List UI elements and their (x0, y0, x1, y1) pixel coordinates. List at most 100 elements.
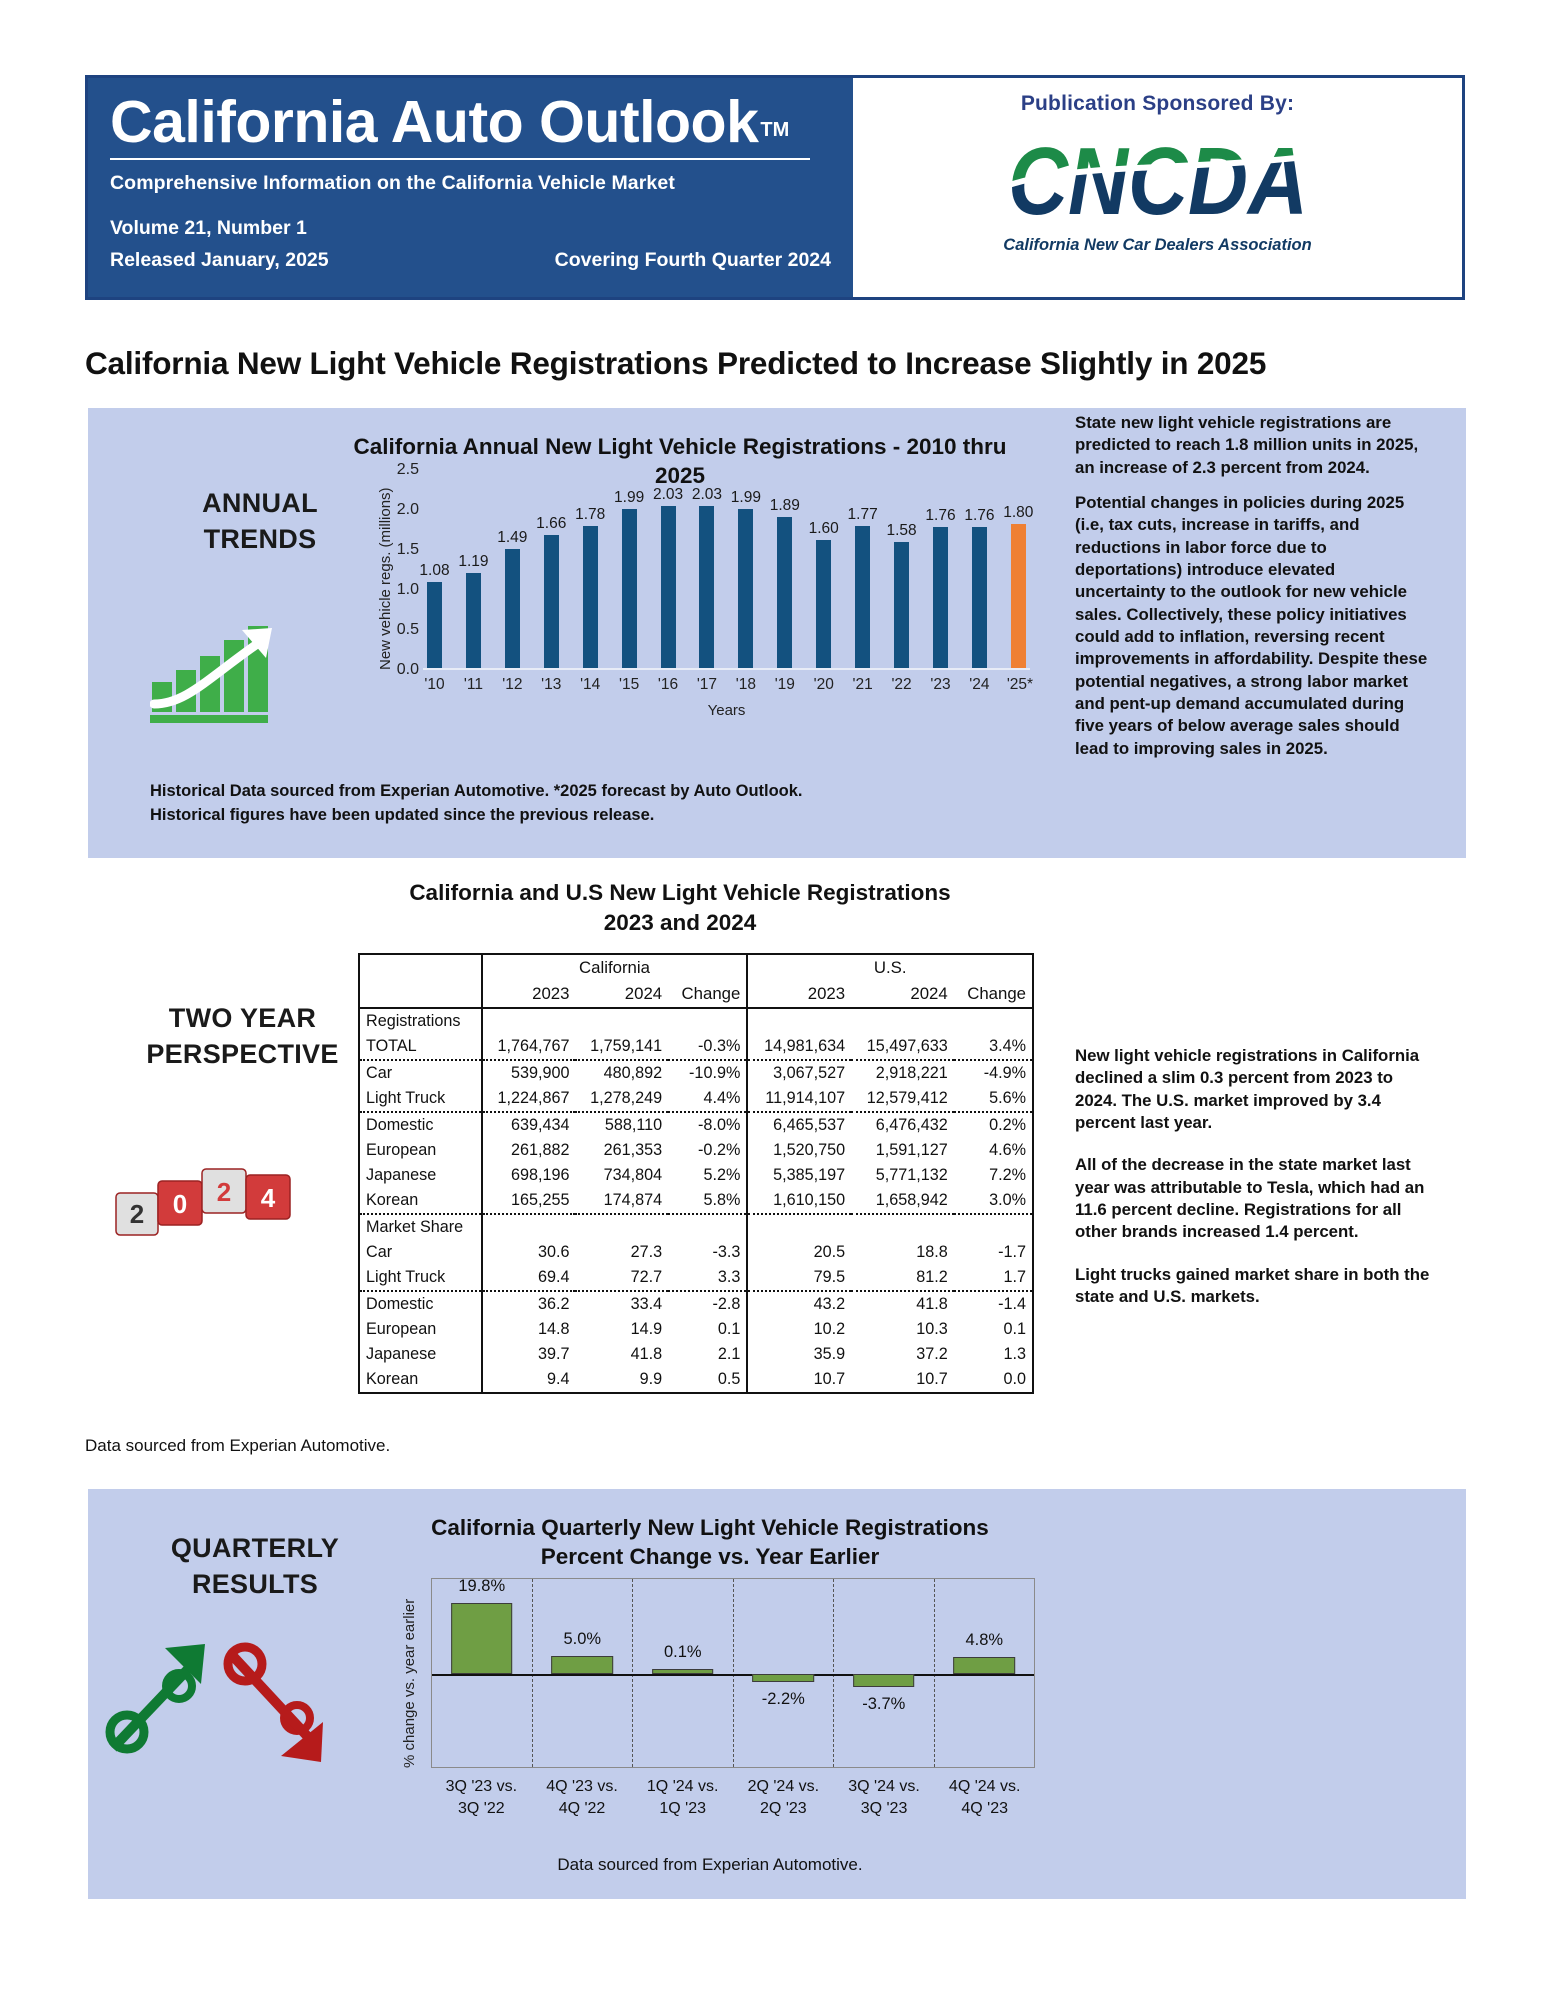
quarterly-bar-cell: -3.7% (834, 1579, 935, 1767)
cell-ca-change: -0.2% (698, 1141, 741, 1159)
cell-ca-change: 5.8% (668, 1188, 748, 1215)
cell-us-2023: 1,610,150 (746, 1188, 852, 1215)
quarterly-chart-footnote: Data sourced from Experian Automotive. (557, 1855, 863, 1874)
table-column-header-row: 2023 2024 Change 2023 2024 Change (358, 981, 1035, 1009)
cell-us-change: 3.0% (953, 1188, 1035, 1215)
cell-us-2024: 18.8 (916, 1243, 948, 1261)
section-label-twoyear-line1: TWO YEAR (168, 1003, 317, 1033)
cell-ca-change: 4.4% (668, 1086, 748, 1113)
annual-bar-column: 1.08 (419, 470, 450, 668)
quarterly-bar-value: 19.8% (458, 1576, 506, 1595)
annual-xtick: '23 (930, 676, 951, 693)
cell-ca-2023: 698,196 (510, 1166, 570, 1184)
cell-ca-2024: 72.7 (575, 1265, 669, 1292)
cell-us-change: 1.3 (953, 1342, 1035, 1367)
row-label: Domestic (358, 1291, 483, 1317)
quarterly-bar-cell: 19.8% (432, 1576, 533, 1767)
annual-bar-value: 1.77 (847, 506, 878, 524)
cell-us-2024: 10.3 (916, 1320, 948, 1338)
cell-ca-change: -3.3 (712, 1243, 741, 1261)
quarterly-bar-cell: -2.2% (734, 1579, 834, 1767)
cell-ca-change: -0.3% (668, 1034, 748, 1061)
annual-bar-column: 2.03 (692, 470, 722, 668)
annual-xtick: '24 (969, 676, 990, 693)
cncda-logo: CNCDA CNCDA California New Car Dealers A… (992, 122, 1323, 257)
cell-us-change: -4.9% (953, 1060, 1035, 1086)
annual-bar (816, 540, 832, 668)
annual-bar-column: 1.49 (497, 470, 527, 668)
cell-ca-2024: 27.3 (630, 1243, 663, 1261)
quarterly-xtick: 2Q '24 vs. 2Q '23 (733, 1776, 834, 1819)
annual-chart-xlabel: Years (707, 702, 746, 719)
cncda-association-name: California New Car Dealers Association (1003, 236, 1312, 254)
annual-commentary-p2: Potential changes in policies during 202… (1075, 492, 1428, 758)
annual-bar-column: 1.76 (925, 470, 956, 668)
annual-bar-value: 1.08 (419, 561, 450, 579)
cell-us-2023: 35.9 (746, 1342, 852, 1367)
table-row: Light Truck 69.4 72.7 3.3 79.5 81.2 1.7 (358, 1265, 1035, 1292)
annual-bar-column: 1.19 (458, 470, 489, 668)
quarterly-title-line2: Percent Change vs. Year Earlier (540, 1544, 880, 1570)
annual-xtick: '13 (541, 676, 562, 693)
annual-xtick: '17 (696, 676, 718, 693)
quarterly-xtick-line1: 3Q '23 vs. (445, 1778, 518, 1795)
trademark-symbol: TM (760, 118, 790, 141)
annual-trends-panel (88, 408, 1466, 858)
row-label: European (358, 1138, 483, 1163)
table-row: Japanese 39.7 41.8 2.1 35.9 37.2 1.3 (358, 1342, 1035, 1367)
annual-bar-value: 1.76 (925, 507, 956, 525)
table-row: Domestic 639,434 588,110 -8.0% 6,465,537 6,47… (358, 1112, 1035, 1138)
quarterly-bar (953, 1656, 1016, 1674)
table-section-blank-cell (746, 1008, 852, 1034)
quarterly-bar-value: -2.2% (761, 1689, 805, 1708)
annual-bar (543, 535, 559, 668)
cell-us-2024: 1,658,942 (851, 1188, 954, 1215)
cell-ca-2023: 165,255 (481, 1188, 576, 1215)
cell-ca-2023: 30.6 (537, 1243, 570, 1261)
cell-ca-2023: 1,224,867 (481, 1086, 576, 1113)
cell-us-2024: 5,771,132 (875, 1166, 948, 1184)
quarterly-bar-value: 4.8% (965, 1630, 1004, 1649)
two-year-table-title: California and U.S New Light Vehicle Reg… (300, 878, 1060, 939)
annual-bar (855, 526, 871, 668)
cell-us-2023: 10.7 (746, 1367, 852, 1394)
cell-ca-2024: 14.9 (630, 1320, 663, 1338)
table-section-blank-cell (668, 1008, 747, 1034)
two-year-commentary-p3: Light trucks gained market share in both… (1075, 1264, 1430, 1306)
group-header-us: U.S. (746, 953, 1034, 981)
coverage-period: Covering Fourth Quarter 2024 (554, 249, 831, 272)
cell-us-change: 4.6% (953, 1138, 1035, 1163)
table-section-header-row: Registrations (358, 1008, 1035, 1034)
row-label: Korean (358, 1367, 483, 1394)
cell-us-2024: 15,497,633 (851, 1034, 954, 1061)
cell-us-2023: 6,465,537 (746, 1112, 852, 1138)
registrations-table-head: California U.S. 2023 2024 Change 2023 20… (358, 953, 1035, 1009)
cell-ca-2024: 1,759,141 (575, 1034, 669, 1061)
cell-us-2024: 6,476,432 (875, 1116, 948, 1134)
quarterly-chart-plot-area: 19.8% 5.0% 0.1% -2.2% -3.7% 4.8% (431, 1576, 1035, 1768)
annual-bar-value: 1.19 (458, 552, 489, 570)
quarterly-xtick-line2: 4Q '23 (961, 1799, 1009, 1817)
annual-xtick: '25* (1006, 676, 1034, 693)
quarterly-bar (852, 1674, 915, 1688)
sponsor-label: Publication Sponsored By: (1020, 92, 1295, 115)
cell-ca-2024: 174,874 (575, 1188, 669, 1215)
cell-ca-2024: 588,110 (604, 1116, 663, 1134)
publication-title: California Auto Outlook (110, 89, 759, 155)
annual-xtick: '18 (735, 676, 756, 693)
annual-bar (932, 527, 948, 668)
annual-bar (971, 527, 987, 668)
quarterly-xtick: 1Q '24 vs. 1Q '23 (632, 1776, 733, 1819)
annual-chart-xaxis-labels: '10 '11 '12 '13 '14 '15 '16 '17 '18 '19 '20 '21 '22 '… (423, 676, 1034, 694)
cell-us-2024: 2,918,221 (875, 1064, 948, 1082)
section-label-quarterly-line2: RESULTS (191, 1569, 319, 1600)
col-header-blank (358, 981, 483, 1009)
annual-commentary-p1: State new light vehicle registrations ar… (1075, 413, 1419, 477)
cell-ca-2023: 36.2 (537, 1295, 570, 1313)
quarterly-xtick: 4Q '24 vs. 4Q '23 (934, 1776, 1035, 1819)
annual-bar (894, 541, 910, 668)
annual-bar (427, 581, 442, 668)
annual-bar-value: 1.49 (497, 528, 528, 546)
row-label: Car (358, 1060, 483, 1086)
cell-ca-change: -2.8 (712, 1295, 741, 1313)
